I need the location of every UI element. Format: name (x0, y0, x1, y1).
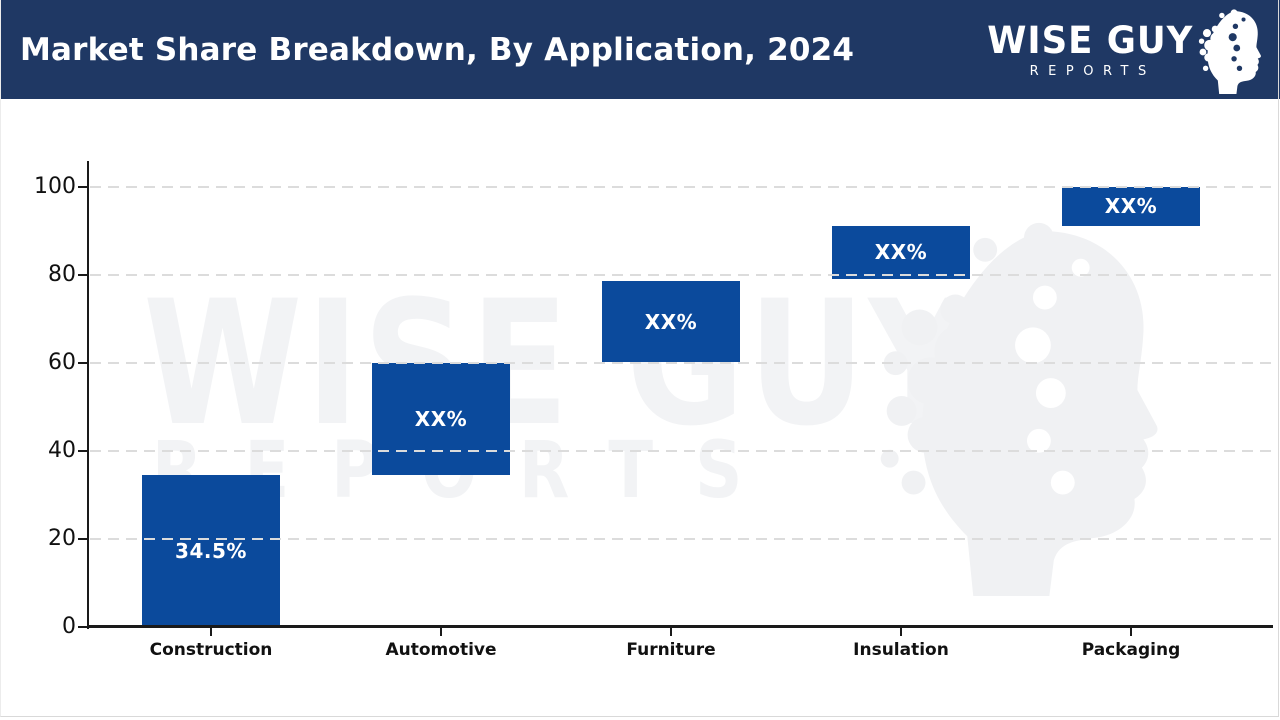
y-tick-label-100: 100 (34, 173, 76, 199)
y-tick-label-40: 40 (48, 437, 76, 463)
y-tick-60 (78, 361, 87, 364)
y-tick-label-0: 0 (62, 613, 76, 639)
bar-insulation: XX% (832, 226, 970, 279)
category-label-construction: Construction (149, 640, 273, 660)
y-tick-100 (78, 185, 87, 188)
y-axis-line (87, 161, 89, 629)
watermark-text-line1: WISE GUY (143, 263, 977, 464)
y-tick-40 (78, 449, 87, 452)
bar-value-label: XX% (414, 406, 468, 431)
gridline-y60 (90, 361, 1273, 364)
bar-furniture: XX% (602, 281, 740, 363)
brand-text: WISE GUY REPORTS (983, 22, 1198, 78)
category-label-packaging: Packaging (1081, 640, 1181, 660)
category-label-automotive: Automotive (385, 640, 497, 660)
x-tick-automotive (440, 628, 442, 636)
y-tick-label-60: 60 (48, 349, 76, 375)
bar-value-label: 34.5% (175, 538, 247, 563)
gridline-y40 (90, 449, 1273, 452)
x-tick-packaging (1130, 628, 1132, 636)
y-tick-label-20: 20 (48, 525, 76, 551)
bar-construction: 34.5% (142, 474, 280, 627)
y-tick-80 (78, 273, 87, 276)
watermark-face-icon (880, 222, 1158, 596)
gridline-y100 (90, 185, 1273, 188)
brand-name: WISE GUY (987, 18, 1194, 62)
header-bar: Market Share Breakdown, By Application, … (0, 0, 1280, 99)
bar-value-label: XX% (874, 240, 928, 265)
gridline-y80 (90, 273, 1273, 276)
y-tick-0 (78, 625, 87, 628)
bar-value-label: XX% (644, 309, 698, 334)
brand-logo: WISE GUY REPORTS (983, 0, 1266, 99)
x-tick-construction (210, 628, 212, 636)
x-tick-insulation (900, 628, 902, 636)
brand-subtitle: REPORTS (1029, 63, 1156, 79)
brand-face-icon (1198, 8, 1261, 94)
x-tick-furniture (670, 628, 672, 636)
bar-packaging: XX% (1062, 186, 1200, 227)
y-tick-20 (78, 537, 87, 540)
x-axis-line (87, 625, 1273, 628)
gridline-y20 (90, 537, 1273, 540)
bar-value-label: XX% (1104, 194, 1158, 219)
category-label-furniture: Furniture (626, 640, 716, 660)
y-tick-label-80: 80 (48, 261, 76, 287)
page-title: Market Share Breakdown, By Application, … (20, 31, 855, 68)
category-label-insulation: Insulation (853, 640, 949, 660)
bar-automotive: XX% (372, 362, 510, 475)
